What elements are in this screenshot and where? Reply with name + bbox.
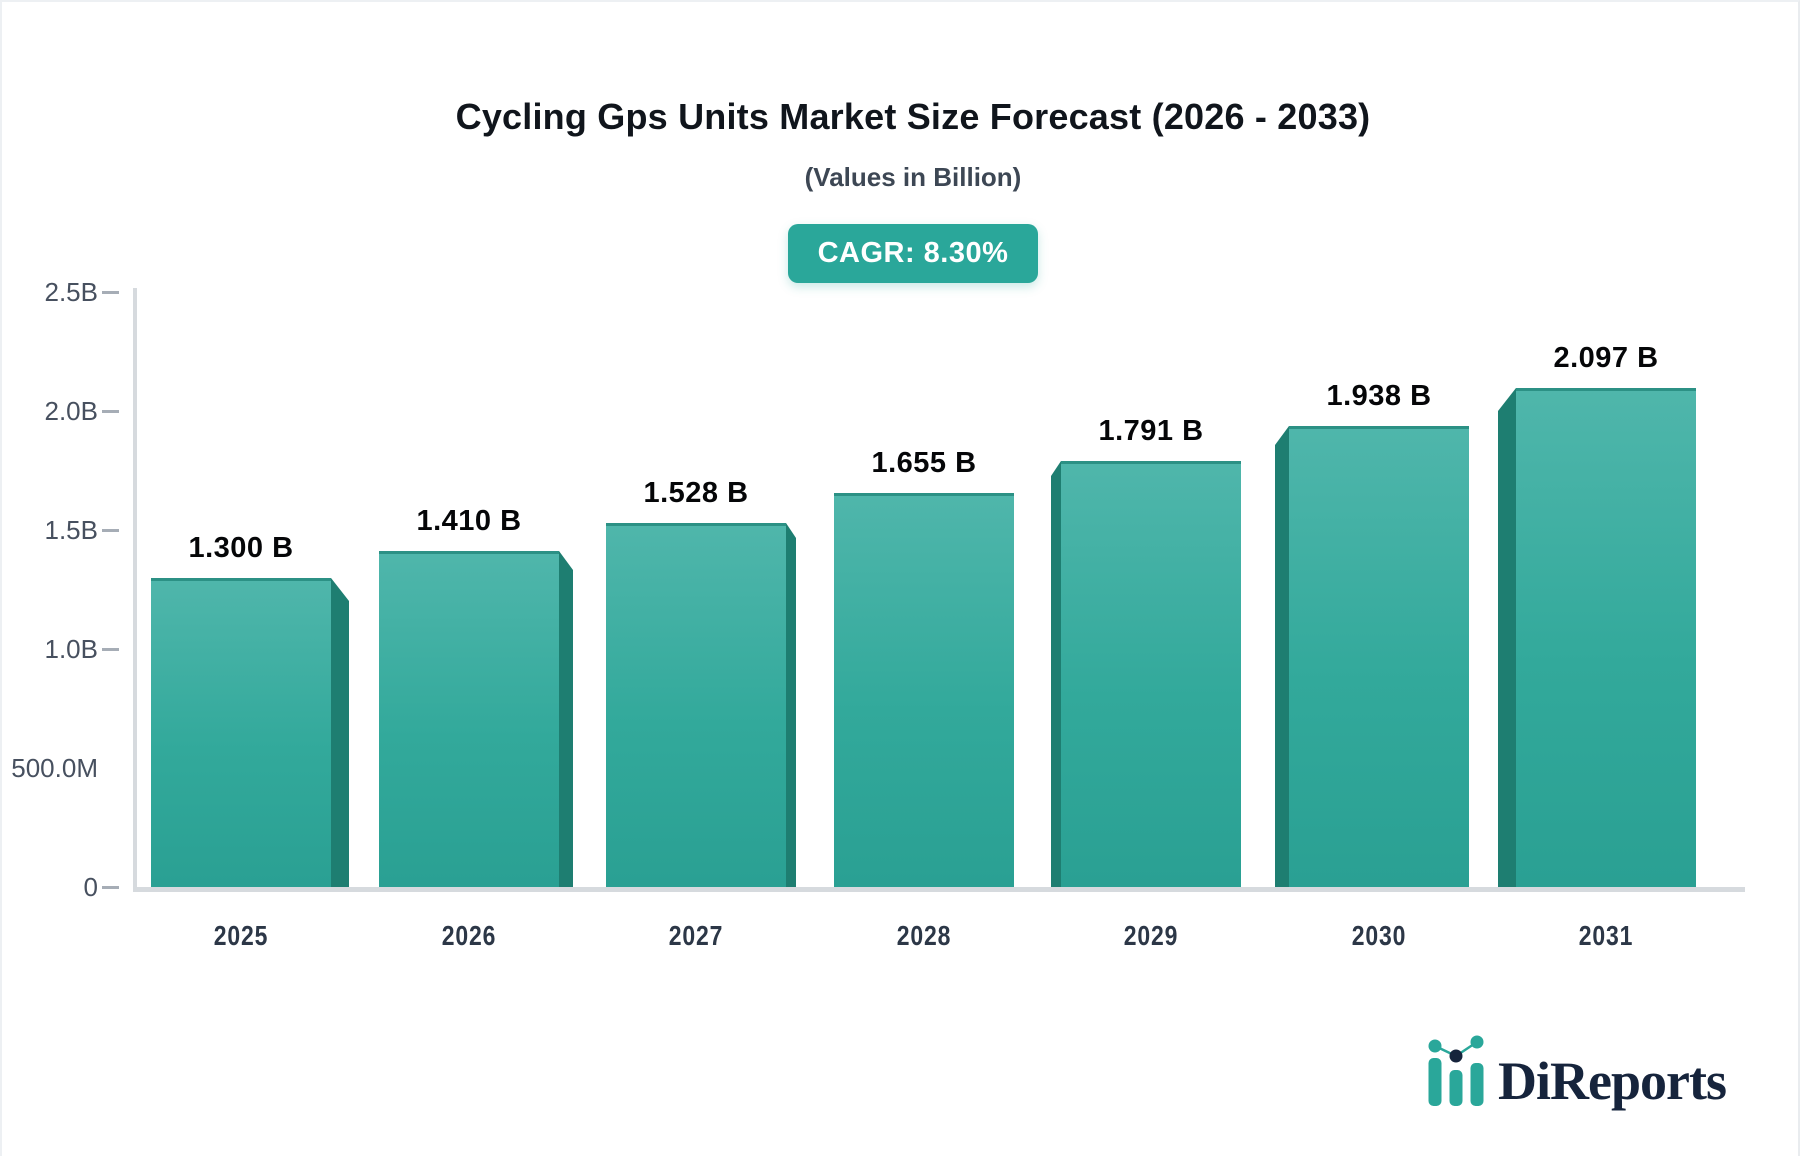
y-axis-tick-label: 2.5B — [44, 277, 99, 307]
bar-value-label: 1.791 B — [1098, 415, 1204, 447]
bar-2030-side — [1275, 426, 1289, 887]
brand-logo-text: DiReports — [1498, 1051, 1727, 1111]
x-axis-label-2031: 2031 — [1578, 920, 1634, 951]
y-axis-tick-label: 1.5B — [44, 515, 99, 545]
bar-2027[interactable] — [606, 523, 786, 887]
bar-value-label: 2.097 B — [1553, 342, 1659, 374]
bar-2027-side — [786, 523, 796, 887]
bar-value-label: 1.410 B — [416, 505, 522, 537]
brand-logo: DiReports — [1426, 1032, 1727, 1111]
bar-2025[interactable] — [151, 578, 331, 887]
bar-2029-side — [1051, 461, 1061, 887]
y-axis-tick-label: 1.0B — [44, 634, 99, 664]
bar-2031-side — [1498, 388, 1516, 887]
bar-2029[interactable] — [1061, 461, 1241, 887]
x-axis-label-2029: 2029 — [1123, 920, 1179, 951]
cagr-badge: CAGR: 8.30% — [787, 224, 1039, 283]
x-axis-label-2026: 2026 — [441, 920, 497, 951]
logo-mini-chart-icon — [1428, 1035, 1484, 1106]
bar-2026-side — [559, 551, 573, 887]
y-axis-tick-mark — [102, 648, 119, 651]
y-axis-line — [133, 288, 137, 891]
bar-value-label: 1.300 B — [188, 532, 294, 564]
cagr-badge-row: CAGR: 8.30% — [2, 224, 1798, 283]
y-axis-tick-label: 500.0M — [11, 753, 98, 783]
y-axis-tick-mark — [102, 886, 119, 889]
y-axis-tick-mark — [102, 529, 119, 532]
y-axis-tick-label: 0 — [83, 872, 98, 902]
bar-2031[interactable] — [1516, 388, 1696, 887]
x-axis-label-2027: 2027 — [668, 920, 724, 951]
bar-2028[interactable] — [834, 493, 1014, 887]
bar-2030[interactable] — [1289, 426, 1469, 887]
bar-2026[interactable] — [379, 551, 559, 887]
bar-2025-side — [331, 578, 349, 887]
x-axis-label-2028: 2028 — [896, 920, 952, 951]
bar-value-label: 1.655 B — [871, 447, 977, 479]
x-axis-label-2025: 2025 — [213, 920, 269, 951]
x-axis-line — [133, 887, 1745, 892]
y-axis-tick-mark — [102, 410, 119, 413]
y-axis-tick-label: 2.0B — [44, 396, 99, 426]
chart-subtitle: (Values in Billion) — [804, 162, 1022, 192]
bar-value-label: 1.938 B — [1326, 380, 1432, 412]
y-axis-tick-mark — [102, 291, 119, 294]
page-title: Cycling Gps Units Market Size Forecast (… — [455, 96, 1371, 137]
x-axis-label-2030: 2030 — [1351, 920, 1407, 951]
bar-value-label: 1.528 B — [643, 477, 749, 509]
